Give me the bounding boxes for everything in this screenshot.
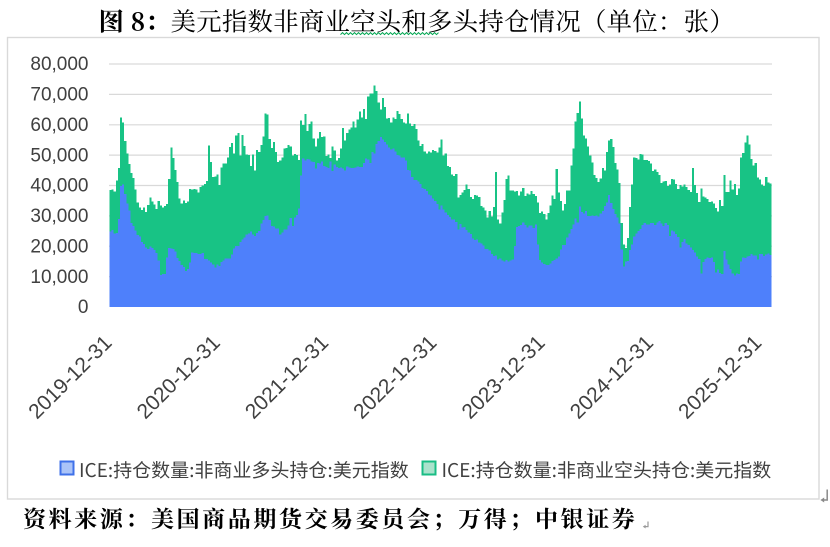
svg-text:30,000: 30,000	[30, 206, 88, 227]
svg-text:10,000: 10,000	[30, 267, 88, 288]
svg-text:80,000: 80,000	[30, 54, 88, 75]
svg-text:20,000: 20,000	[30, 236, 88, 257]
svg-text:50,000: 50,000	[30, 145, 88, 166]
svg-text:60,000: 60,000	[30, 115, 88, 136]
svg-text:0: 0	[78, 297, 89, 318]
svg-text:70,000: 70,000	[30, 85, 88, 106]
svg-text:40,000: 40,000	[30, 176, 88, 197]
